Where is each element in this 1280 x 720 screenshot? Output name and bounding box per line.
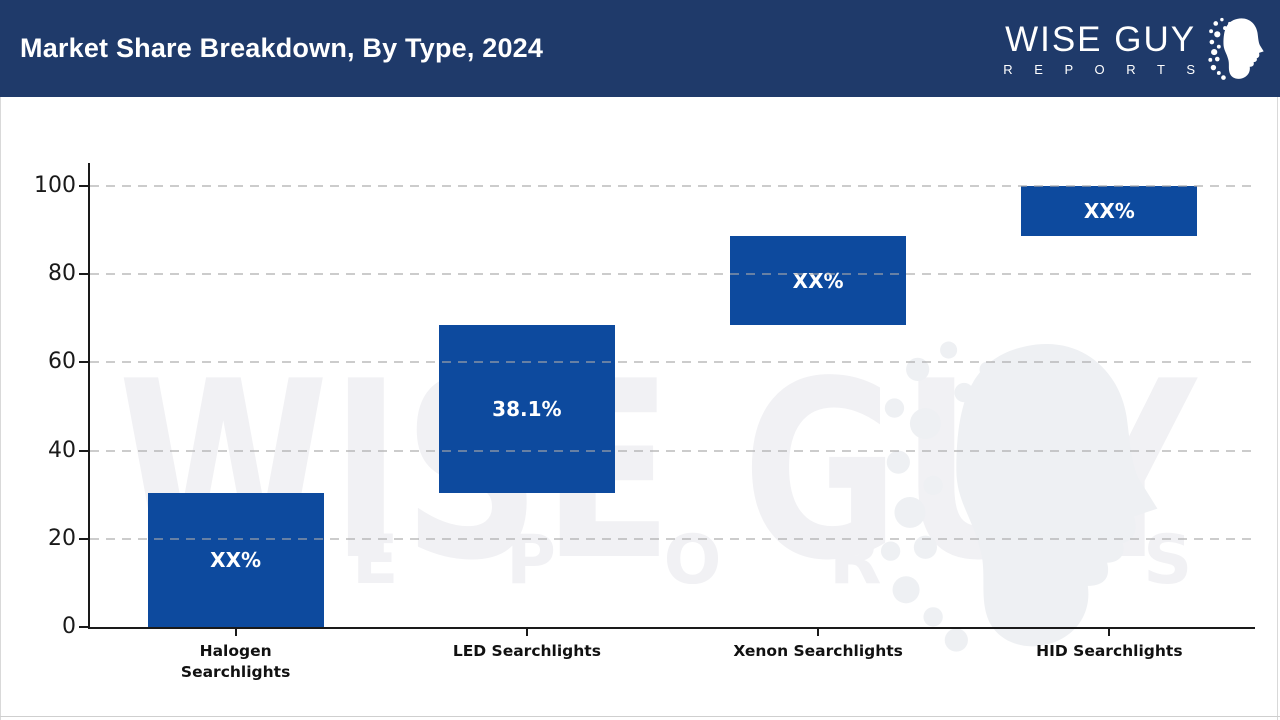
bar-xenon-searchlights: XX% [730,236,907,325]
bar-hid-searchlights: XX% [1021,186,1198,237]
bar-value-label: 38.1% [492,396,562,421]
page-border-left [0,97,1,720]
y-axis-label-0: 0 [62,614,76,639]
x-axis-tick-mark [817,627,820,636]
y-axis-tick-mark [79,185,88,187]
gridline-20 [90,537,1255,540]
x-axis-tick-mark [234,627,237,636]
y-axis-tick-mark [79,537,88,540]
x-axis-tick-mark [525,627,528,636]
bar-value-label: XX% [210,547,262,572]
y-axis-tick-labels: 0 20 40 60 80 100 [0,163,76,639]
y-axis-tick-mark [79,361,88,364]
logo-wordmark: WISE GUY R E P O R T S [997,22,1204,76]
plot-area: XX% Halogen Searchlights 38.1% LED Searchli… [88,163,1255,681]
y-axis-tick-marks [79,163,88,628]
wise-guy-logo: WISE GUY R E P O R T S [997,11,1266,87]
header-bar: Market Share Breakdown, By Type, 2024 WI… [0,0,1280,97]
page-border-bottom [0,716,1280,717]
y-axis-label-100: 100 [34,173,76,198]
logo-text-wiseguy: WISE GUY [1005,19,1197,59]
x-axis-label-4: HID Searchlights [1036,642,1183,660]
wise-guy-face-icon [1208,17,1264,80]
page-title: Market Share Breakdown, By Type, 2024 [20,33,544,63]
y-axis-tick-mark [79,449,88,452]
page-border-right [1277,97,1278,720]
bar-led-searchlights: 38.1% [438,324,615,493]
watermark-face-icon [880,341,1158,652]
bar-value-label: XX% [792,268,844,293]
x-axis-tick-mark [1108,627,1111,636]
y-axis-label-60: 60 [48,349,76,375]
bar-value-label: XX% [1083,199,1135,224]
y-axis-label-20: 20 [48,525,76,551]
gridline-80 [90,273,1255,276]
gridline-60 [90,361,1255,364]
bar-halogen-searchlights: XX% [147,492,324,627]
y-axis-label-40: 40 [48,437,76,463]
x-axis-label-2: LED Searchlights [452,642,601,660]
gridline-100 [90,185,1255,187]
gridline-40 [90,449,1255,452]
y-axis-tick-mark [79,626,88,628]
y-axis-label-80: 80 [48,261,76,287]
chart-area: WISE GUY R E P O R T S 0 20 40 60 80 100 XX% H… [0,97,1280,720]
x-axis-label-1: Halogen Searchlights [180,642,291,681]
x-axis-label-3: Xenon Searchlights [733,642,903,660]
logo-text-reports: R E P O R T S [1003,61,1204,77]
y-axis-tick-mark [79,273,88,276]
